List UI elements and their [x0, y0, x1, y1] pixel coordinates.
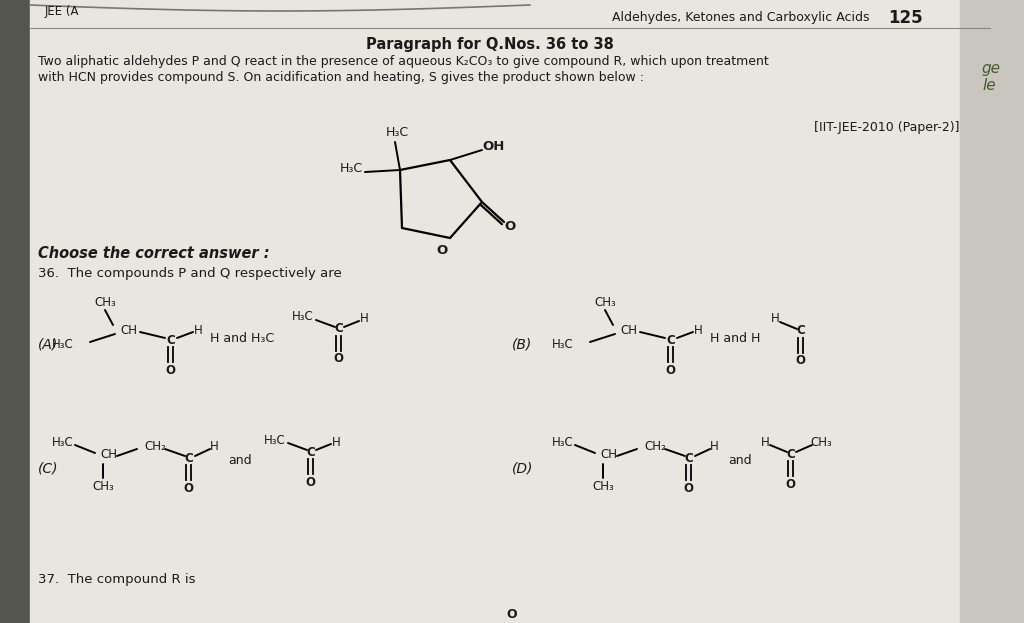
- Text: (D): (D): [512, 461, 534, 475]
- Text: CH: CH: [100, 449, 117, 462]
- Text: C: C: [667, 333, 676, 346]
- Text: C: C: [184, 452, 194, 465]
- Text: Aldehydes, Ketones and Carboxylic Acids: Aldehydes, Ketones and Carboxylic Acids: [612, 11, 870, 24]
- Text: H₃C: H₃C: [385, 125, 409, 138]
- Text: H₃C: H₃C: [339, 163, 362, 176]
- Text: H₃C: H₃C: [292, 310, 314, 323]
- Text: H₃C: H₃C: [264, 434, 286, 447]
- Text: (A): (A): [38, 338, 58, 352]
- Text: C: C: [335, 323, 343, 336]
- Text: H: H: [771, 313, 779, 325]
- Text: H₃C: H₃C: [552, 435, 573, 449]
- Text: C: C: [167, 333, 175, 346]
- Text: JEE (A: JEE (A: [45, 6, 80, 19]
- Text: H: H: [359, 313, 369, 325]
- Text: O: O: [165, 363, 175, 376]
- Text: 36.  The compounds P and Q respectively are: 36. The compounds P and Q respectively a…: [38, 267, 342, 280]
- Text: C: C: [306, 445, 315, 459]
- Text: O: O: [507, 607, 517, 621]
- Text: O: O: [505, 219, 516, 232]
- Text: Paragraph for Q.Nos. 36 to 38: Paragraph for Q.Nos. 36 to 38: [366, 37, 614, 52]
- Text: O: O: [665, 363, 675, 376]
- Text: O: O: [785, 477, 795, 490]
- Text: H₃C: H₃C: [52, 338, 74, 351]
- Text: H: H: [761, 435, 769, 449]
- Text: O: O: [795, 354, 805, 368]
- Text: CH₃: CH₃: [92, 480, 114, 493]
- Text: H: H: [332, 435, 340, 449]
- Text: CH: CH: [120, 323, 137, 336]
- Text: CH₃: CH₃: [810, 435, 831, 449]
- Text: O: O: [305, 475, 315, 488]
- Text: CH₃: CH₃: [594, 295, 615, 308]
- Text: H₃C: H₃C: [52, 435, 74, 449]
- Text: [IIT-JEE-2010 (Paper-2)]: [IIT-JEE-2010 (Paper-2)]: [814, 121, 961, 135]
- Text: Two aliphatic aldehydes P and Q react in the presence of aqueous K₂CO₃ to give c: Two aliphatic aldehydes P and Q react in…: [38, 55, 769, 69]
- Text: H: H: [710, 440, 719, 454]
- Text: H: H: [194, 323, 203, 336]
- Text: H and H₃C: H and H₃C: [210, 331, 274, 345]
- Text: OH: OH: [482, 141, 505, 153]
- Text: le: le: [982, 77, 995, 92]
- Text: (C): (C): [38, 461, 58, 475]
- Text: and: and: [728, 454, 752, 467]
- Text: with HCN provides compound S. On acidification and heating, S gives the product : with HCN provides compound S. On acidifi…: [38, 72, 644, 85]
- Text: C: C: [786, 447, 796, 460]
- Text: H₃C: H₃C: [552, 338, 573, 351]
- Text: O: O: [183, 482, 193, 495]
- Text: C: C: [797, 325, 805, 338]
- Text: O: O: [683, 482, 693, 495]
- Text: H: H: [693, 323, 702, 336]
- Text: H: H: [210, 440, 218, 454]
- Text: CH: CH: [620, 323, 637, 336]
- Text: O: O: [333, 353, 343, 366]
- Text: CH₂: CH₂: [644, 440, 666, 454]
- Text: 37.  The compound R is: 37. The compound R is: [38, 574, 196, 586]
- Text: Choose the correct answer :: Choose the correct answer :: [38, 245, 269, 260]
- Text: ge: ge: [982, 60, 1001, 75]
- Text: CH₃: CH₃: [94, 295, 116, 308]
- Text: CH₃: CH₃: [592, 480, 613, 493]
- Text: (B): (B): [512, 338, 532, 352]
- Text: CH: CH: [600, 449, 617, 462]
- Text: 125: 125: [888, 9, 923, 27]
- Text: H and H: H and H: [710, 331, 761, 345]
- Text: CH₂: CH₂: [144, 440, 166, 454]
- Text: O: O: [436, 244, 447, 257]
- Text: and: and: [228, 454, 252, 467]
- Bar: [0, 0, 30, 623]
- Bar: [961, 0, 1024, 623]
- Text: C: C: [685, 452, 693, 465]
